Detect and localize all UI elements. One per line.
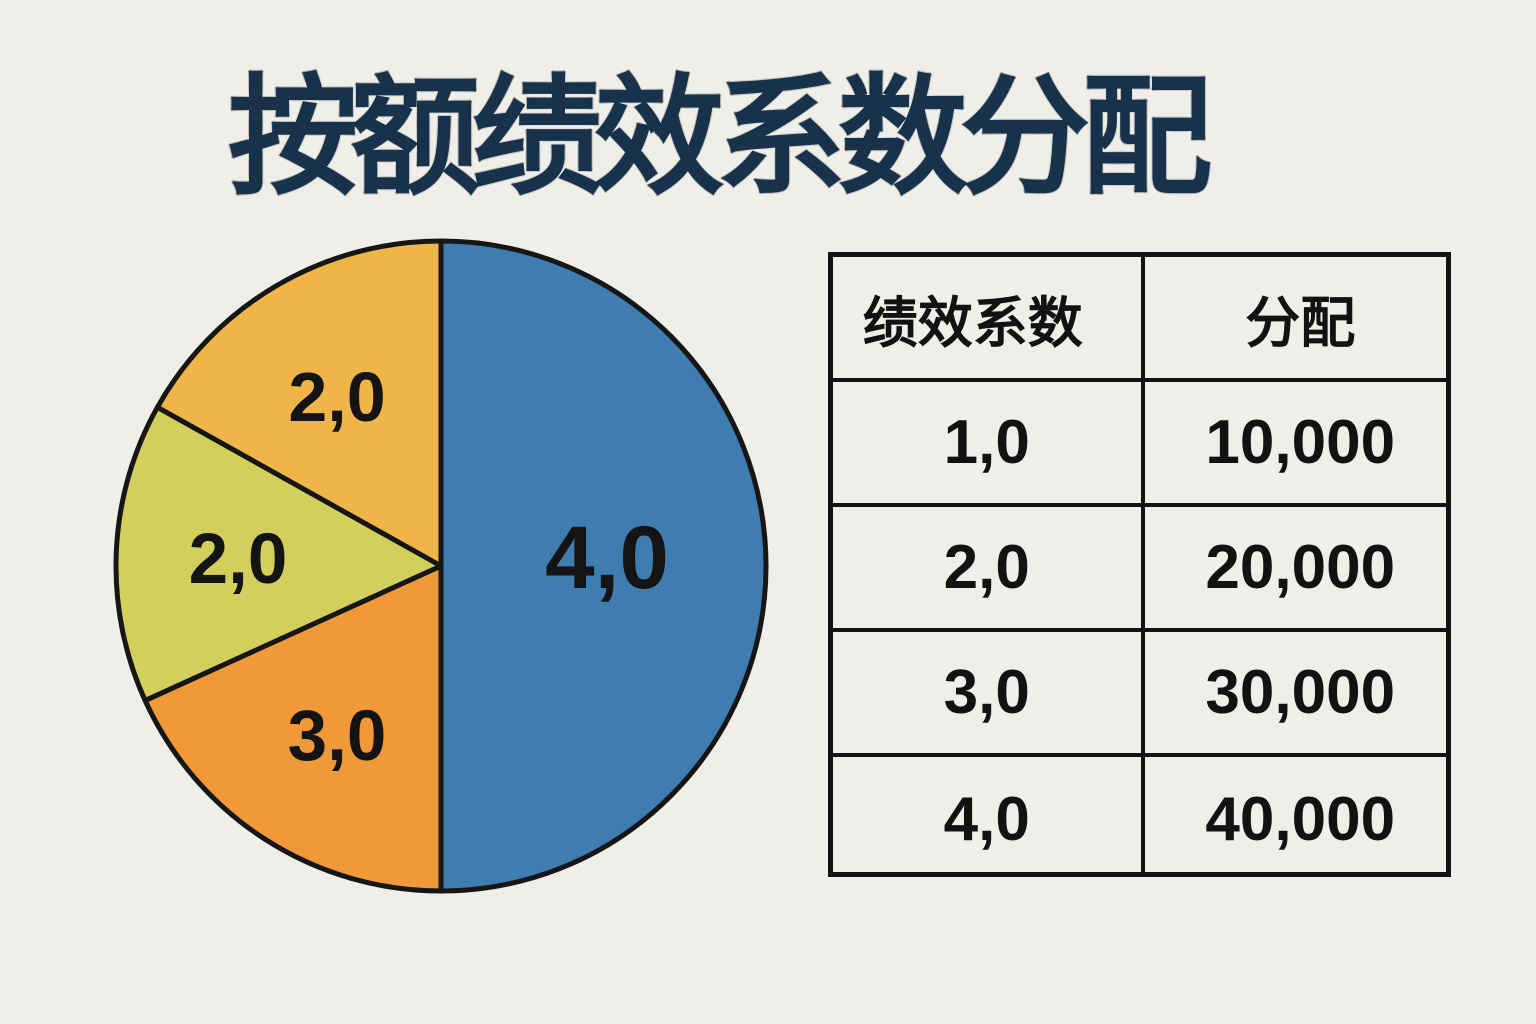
- svg-text:4,0: 4,0: [545, 507, 669, 607]
- svg-text:2,0: 2,0: [288, 358, 385, 436]
- svg-text:3,0: 3,0: [288, 697, 387, 776]
- svg-text:2,0: 2,0: [189, 520, 288, 599]
